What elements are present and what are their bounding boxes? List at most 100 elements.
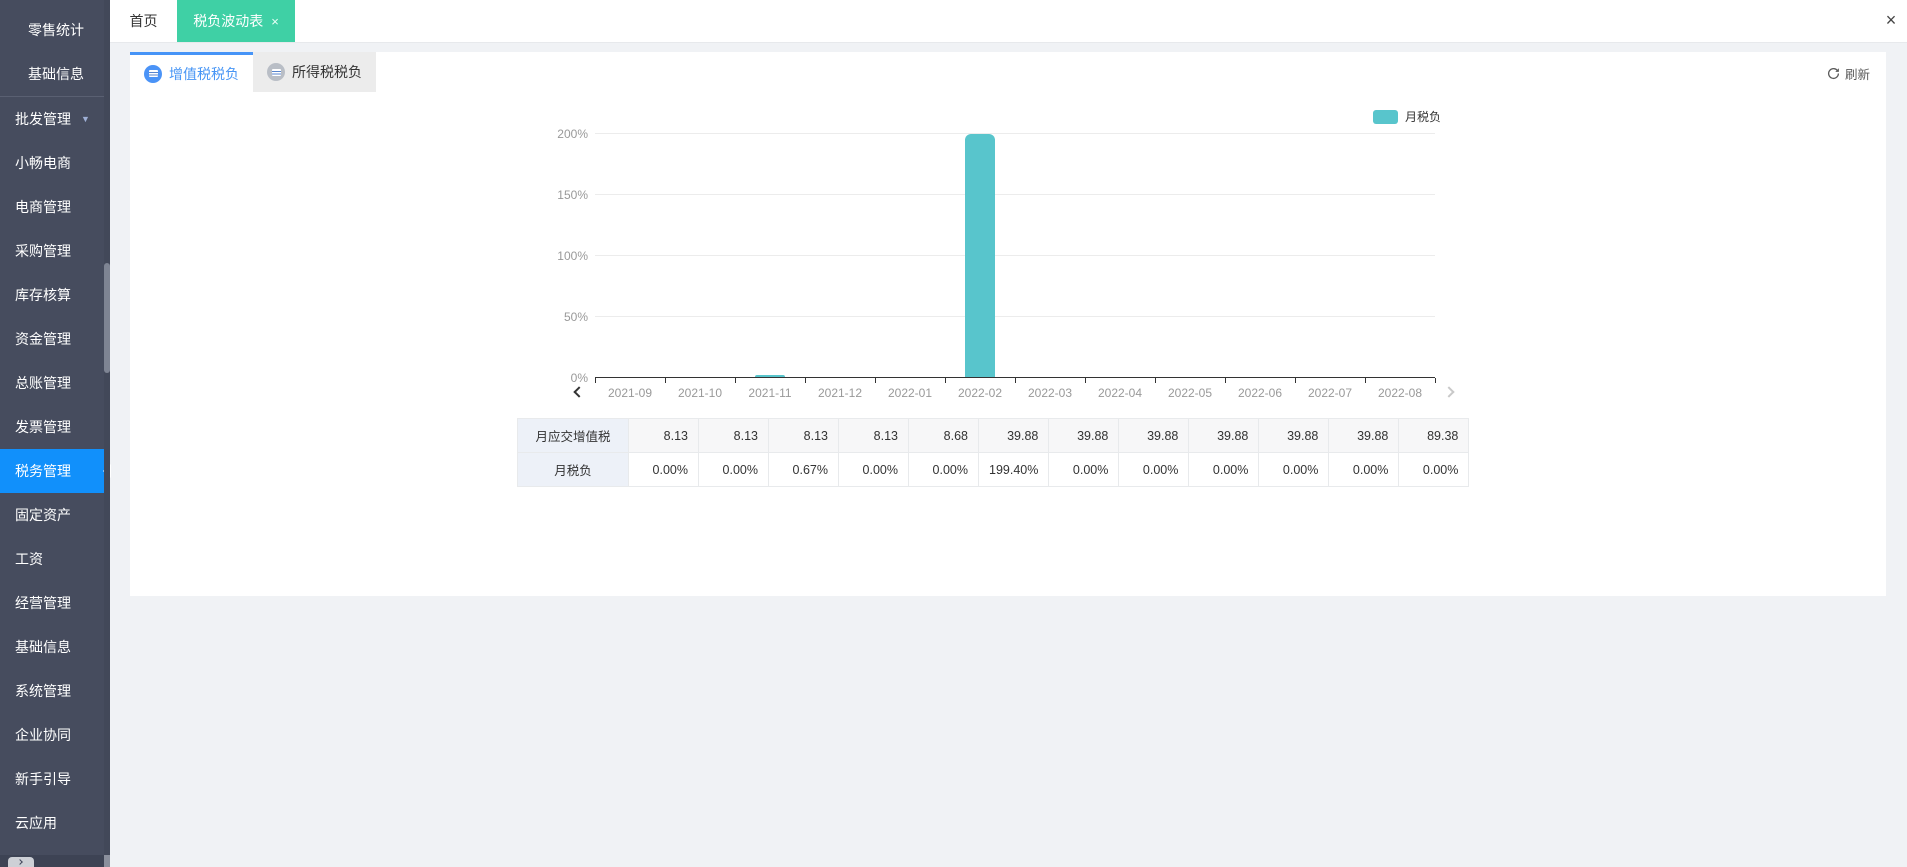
chart-legend[interactable]: 月税负 (1373, 108, 1441, 125)
table-cell: 8.13 (628, 418, 699, 453)
x-axis-tick-label: 2021-11 (748, 386, 792, 400)
table-cell: 0.00% (908, 452, 979, 487)
table-cell: 0.00% (1398, 452, 1470, 487)
table-cell: 0.00% (1188, 452, 1260, 487)
sidebar-item-label: 企业协同 (15, 727, 71, 743)
table-cell: 0.00% (1048, 452, 1120, 487)
income-doc-icon (267, 63, 285, 81)
sidebar-item-12[interactable]: 固定资产 (0, 493, 110, 537)
sidebar-item-label: 经营管理 (15, 595, 71, 611)
close-icon[interactable]: × (1885, 9, 1897, 30)
table-row-2: 月税负 0.00% 0.00% 0.67% 0.00% 0.00% 199.40% 0.00%… (517, 452, 1470, 487)
sidebar-item-3[interactable]: 批发管理 ▼ (0, 97, 110, 141)
table-cell: 0.00% (1118, 452, 1190, 487)
sidebar-item-11[interactable]: 税务管理 (0, 449, 111, 493)
sidebar-item-19[interactable]: 云应用 (0, 801, 110, 845)
sidebar-item-14[interactable]: 经营管理 (0, 581, 110, 625)
sidebar-item-7[interactable]: 库存核算 (0, 273, 110, 317)
sidebar-scrollbar-track[interactable] (104, 0, 110, 855)
sidebar-item-label: 发票管理 (15, 419, 71, 435)
gridline (595, 133, 1435, 134)
chart-data-table: 月应交增值税 8.13 8.13 8.13 8.13 8.68 39.88 39.88 39.8… (517, 418, 1470, 487)
x-axis-tick (665, 378, 666, 383)
table-cell: 199.40% (977, 452, 1050, 487)
content-tabs: 增值税税负 所得税税负 (130, 52, 376, 92)
tab-vat-tax-burden[interactable]: 增值税税负 (130, 52, 253, 92)
x-axis-tick (1435, 378, 1436, 383)
sidebar-item-label: 云应用 (15, 815, 57, 831)
sidebar-item-label: 系统管理 (15, 683, 71, 699)
sidebar-item-label: 库存核算 (15, 287, 71, 303)
sidebar-item-16[interactable]: 系统管理 (0, 669, 110, 713)
sidebar-item-label: 固定资产 (15, 507, 71, 523)
refresh-label: 刷新 (1844, 68, 1870, 82)
table-cell: 89.38 (1398, 418, 1470, 453)
tab-home[interactable]: 首页 (129, 13, 158, 29)
table-cell: 39.88 (1258, 418, 1330, 453)
x-axis-tick (595, 378, 596, 383)
table-cell: 39.88 (1048, 418, 1120, 453)
x-axis-tick-label: 2022-07 (1307, 386, 1353, 400)
legend-swatch (1373, 109, 1398, 124)
x-axis-tick (1015, 378, 1016, 383)
table-row-1: 月应交增值税 8.13 8.13 8.13 8.13 8.68 39.88 39.88 39.8… (517, 418, 1470, 453)
bar-chart-plot: 0% 50% 100% 150% 200% 2021-09 2021-10 2021-11 20… (557, 127, 1455, 400)
sidebar-scrollbar-thumb[interactable] (104, 263, 110, 373)
sidebar-collapse-button[interactable] (8, 857, 34, 867)
sidebar-divider (0, 96, 110, 97)
x-axis-tick-label: 2021-12 (817, 386, 863, 400)
x-axis-tick-label: 2022-04 (1097, 386, 1143, 400)
x-axis-tick (805, 378, 806, 383)
x-axis-tick (1155, 378, 1156, 383)
sidebar-item-5[interactable]: 电商管理 (0, 185, 110, 229)
sidebar-item-label: 基础信息 (28, 66, 84, 82)
tab-tax-fluctuation[interactable]: 税负波动表 × (177, 0, 295, 42)
table-cell: 8.13 (838, 418, 909, 453)
tab-close-icon[interactable]: × (271, 13, 279, 29)
table-cell: 0.00% (1328, 452, 1400, 487)
table-cell: 39.88 (1188, 418, 1260, 453)
sidebar-item-1[interactable]: 零售统计 (0, 8, 110, 52)
sidebar-item-2[interactable]: 基础信息 (0, 52, 110, 96)
sidebar-item-label: 工资 (15, 551, 43, 567)
x-axis-tick (945, 378, 946, 383)
chart-scroll-right-icon[interactable] (1443, 386, 1459, 400)
sidebar-item-label: 总账管理 (15, 375, 71, 391)
table-cell: 0.67% (768, 452, 839, 487)
x-axis-tick (1365, 378, 1366, 383)
y-axis-tick-label: 200% (557, 127, 588, 141)
sidebar-item-8[interactable]: 资金管理 (0, 317, 110, 361)
bar-2021-11[interactable] (755, 375, 785, 377)
sidebar-item-6[interactable]: 采购管理 (0, 229, 110, 273)
table-cell: 39.88 (1328, 418, 1400, 453)
tab-income-tax-burden[interactable]: 所得税税负 (253, 52, 376, 92)
sidebar-item-18[interactable]: 新手引导 (0, 757, 110, 801)
sidebar-item-15[interactable]: 基础信息 (0, 625, 110, 669)
x-axis-tick-label: 2021-09 (607, 386, 653, 400)
sidebar-item-9[interactable]: 总账管理 (0, 361, 110, 405)
y-axis-tick-label: 50% (563, 310, 588, 324)
tab-income-label: 所得税税负 (292, 64, 362, 80)
x-axis-tick-label: 2022-05 (1167, 386, 1213, 400)
refresh-button[interactable]: 刷新 (1827, 64, 1870, 83)
bar-2022-02[interactable] (965, 133, 995, 377)
x-axis-tick-label: 2022-08 (1377, 386, 1423, 400)
sidebar-item-label: 批发管理 (15, 111, 71, 127)
sidebar-item-17[interactable]: 企业协同 (0, 713, 110, 757)
sidebar-item-label: 税务管理 (15, 463, 71, 479)
x-axis-tick-label: 2022-03 (1027, 386, 1073, 400)
x-axis-tick (1225, 378, 1226, 383)
top-tab-bar: 首页 税负波动表 × × (110, 0, 1907, 43)
table-cell: 0.00% (628, 452, 699, 487)
x-axis-tick (735, 378, 736, 383)
table-cell: 8.68 (908, 418, 979, 453)
sidebar-item-13[interactable]: 工资 (0, 537, 110, 581)
sidebar: 零售统计 基础信息 批发管理 ▼ 小畅电商 电商管理 采购管理 库存核算 资金管理 总账管理 发票管… (0, 0, 111, 867)
sidebar-item-4[interactable]: 小畅电商 (0, 141, 110, 185)
tab-vat-label: 增值税税负 (169, 65, 239, 82)
table-cell: 8.13 (768, 418, 839, 453)
chart-scroll-left-icon[interactable] (571, 386, 585, 400)
table-cell: 0.00% (698, 452, 769, 487)
sidebar-item-10[interactable]: 发票管理 (0, 405, 110, 449)
gridline (595, 255, 1435, 256)
